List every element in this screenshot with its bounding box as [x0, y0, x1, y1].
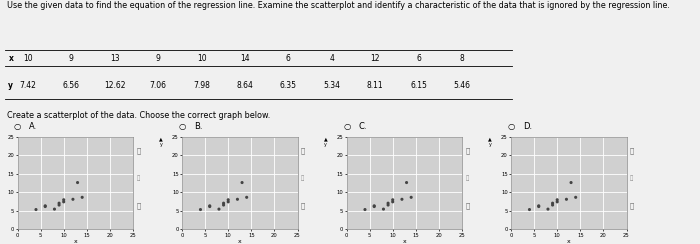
Text: 🔍: 🔍: [301, 176, 304, 181]
Point: [566, 181, 577, 184]
Point: [369, 204, 380, 208]
Text: C.: C.: [358, 122, 367, 131]
Text: 8: 8: [460, 54, 464, 63]
Point: [387, 200, 398, 204]
Text: ⧉: ⧉: [630, 203, 634, 210]
Text: 7.98: 7.98: [193, 81, 210, 90]
Point: [40, 205, 51, 209]
Point: [72, 181, 83, 184]
Point: [223, 198, 234, 202]
Text: ⧉: ⧉: [466, 203, 470, 210]
Text: 8.64: 8.64: [237, 81, 253, 90]
Text: 12.62: 12.62: [104, 81, 125, 90]
Text: ○: ○: [178, 122, 186, 131]
Text: 5.46: 5.46: [454, 81, 470, 90]
Text: 9: 9: [69, 54, 73, 63]
Point: [218, 201, 229, 205]
Point: [387, 198, 398, 202]
X-axis label: x: x: [74, 239, 77, 244]
Point: [237, 181, 248, 184]
Point: [67, 197, 78, 201]
Point: [204, 205, 216, 209]
Text: 6.15: 6.15: [410, 81, 427, 90]
Text: 13: 13: [110, 54, 120, 63]
Point: [547, 203, 558, 207]
X-axis label: x: x: [402, 239, 406, 244]
Text: 🔍: 🔍: [630, 147, 634, 154]
Text: ○: ○: [343, 122, 350, 131]
Text: ⧉: ⧉: [301, 203, 305, 210]
Text: x: x: [8, 54, 13, 63]
Text: A.: A.: [29, 122, 38, 131]
Point: [405, 195, 416, 199]
Text: 🔍: 🔍: [301, 147, 305, 154]
Point: [58, 200, 69, 204]
Point: [396, 197, 407, 201]
Text: ○: ○: [14, 122, 21, 131]
Point: [382, 203, 393, 207]
Y-axis label: ▲
y: ▲ y: [489, 137, 492, 147]
Text: 6.35: 6.35: [280, 81, 297, 90]
Text: 6.56: 6.56: [63, 81, 80, 90]
Text: 10: 10: [197, 54, 206, 63]
Text: 7.42: 7.42: [20, 81, 36, 90]
Text: 6: 6: [286, 54, 290, 63]
Text: Create a scatterplot of the data. Choose the correct graph below.: Create a scatterplot of the data. Choose…: [7, 111, 270, 120]
Text: y: y: [8, 81, 13, 90]
X-axis label: x: x: [567, 239, 570, 244]
Text: 14: 14: [240, 54, 250, 63]
Text: 5.34: 5.34: [323, 81, 340, 90]
Y-axis label: ▲
y: ▲ y: [160, 137, 163, 147]
Text: 🔍: 🔍: [630, 176, 634, 181]
Text: ⧉: ⧉: [136, 203, 141, 210]
Text: 4: 4: [330, 54, 334, 63]
Text: B.: B.: [194, 122, 202, 131]
Text: 7.06: 7.06: [150, 81, 167, 90]
Point: [218, 203, 229, 207]
Point: [533, 204, 545, 208]
Point: [204, 204, 216, 208]
Text: 6: 6: [416, 54, 421, 63]
Text: ○: ○: [508, 122, 514, 131]
Text: D.: D.: [523, 122, 532, 131]
Point: [552, 198, 563, 202]
Text: 9: 9: [156, 54, 160, 63]
Text: 12: 12: [370, 54, 380, 63]
Point: [223, 200, 234, 204]
Point: [401, 181, 412, 184]
Text: 10: 10: [23, 54, 33, 63]
Point: [214, 207, 225, 211]
Point: [378, 207, 389, 211]
Point: [241, 195, 252, 199]
Point: [58, 198, 69, 202]
Point: [561, 197, 572, 201]
Point: [570, 195, 581, 199]
Point: [547, 201, 558, 205]
Point: [53, 203, 64, 207]
Text: Use the given data to find the equation of the regression line. Examine the scat: Use the given data to find the equation …: [7, 1, 670, 10]
Text: 🔍: 🔍: [136, 176, 140, 181]
Point: [382, 201, 393, 205]
Text: 🔍: 🔍: [136, 147, 141, 154]
Point: [369, 205, 380, 209]
X-axis label: x: x: [238, 239, 242, 244]
Point: [76, 195, 88, 199]
Point: [533, 205, 545, 209]
Point: [30, 208, 41, 212]
Point: [49, 207, 60, 211]
Point: [524, 208, 535, 212]
Text: 🔍: 🔍: [466, 176, 469, 181]
Point: [359, 208, 370, 212]
Point: [195, 208, 206, 212]
Point: [232, 197, 243, 201]
Text: 8.11: 8.11: [367, 81, 384, 90]
Text: 🔍: 🔍: [466, 147, 470, 154]
Y-axis label: ▲
y: ▲ y: [324, 137, 328, 147]
Point: [552, 200, 563, 204]
Point: [40, 204, 51, 208]
Point: [542, 207, 554, 211]
Point: [53, 201, 64, 205]
